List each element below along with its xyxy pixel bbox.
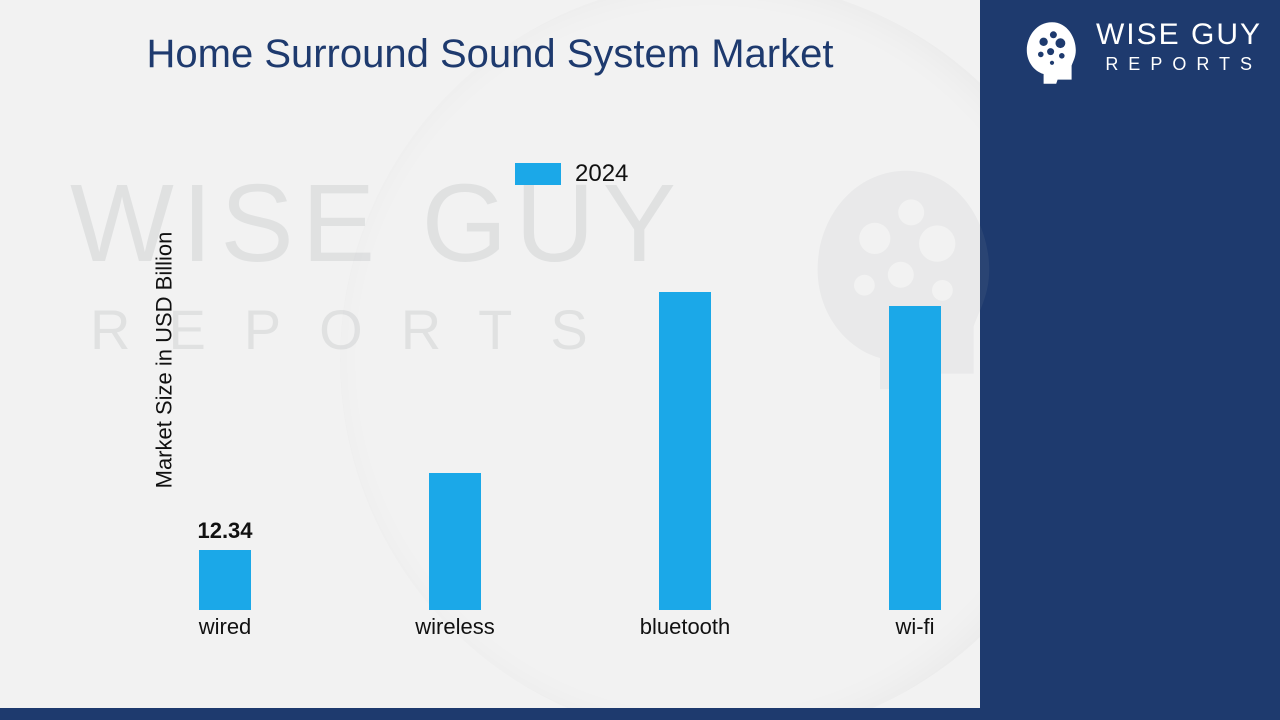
xlabel-wifi: wi-fi <box>895 614 934 640</box>
brand-logo: WISE GUY REPORTS <box>1096 18 1262 75</box>
bar-slot-bluetooth: bluetooth <box>610 120 760 610</box>
plot-area: 12.34 wired wireless bluetooth wi-fi <box>120 120 950 640</box>
bottom-strip <box>0 708 980 720</box>
chart-area: WISE GUY REPORTS Home Surround Sound Sys… <box>0 0 980 708</box>
xlabel-wireless: wireless <box>415 614 494 640</box>
bar-bluetooth <box>659 292 711 611</box>
bars-container: 12.34 wired wireless bluetooth wi-fi <box>120 120 950 610</box>
brand-line2: REPORTS <box>1096 54 1262 75</box>
chart-title: Home Surround Sound System Market <box>0 32 980 77</box>
brand-line1: WISE GUY <box>1096 18 1262 52</box>
bar-slot-wired: 12.34 wired <box>150 120 300 610</box>
brand-head-icon <box>1010 18 1080 88</box>
xlabel-bluetooth: bluetooth <box>640 614 731 640</box>
bar-slot-wifi: wi-fi <box>840 120 990 610</box>
bar-wireless <box>429 473 481 610</box>
bar-wired <box>199 550 251 610</box>
bar-value-wired: 12.34 <box>197 518 252 544</box>
xlabel-wired: wired <box>199 614 252 640</box>
bar-slot-wireless: wireless <box>380 120 530 610</box>
bar-wifi <box>889 306 941 610</box>
brand-panel <box>980 0 1280 720</box>
